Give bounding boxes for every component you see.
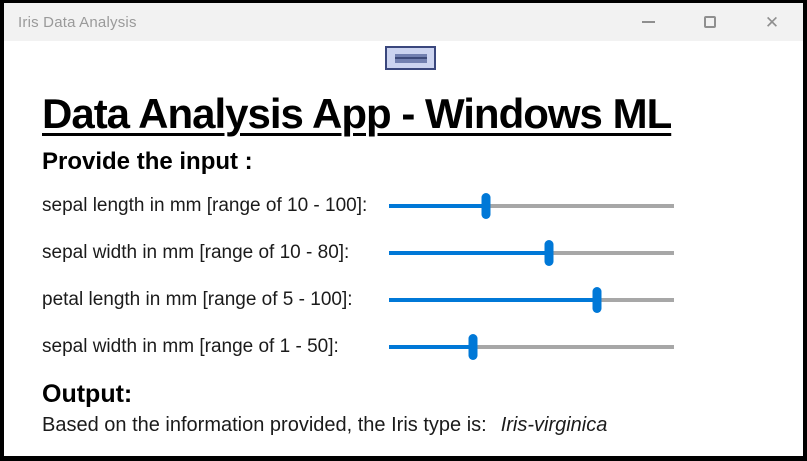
output-result-line: Based on the information provided, the I… — [42, 414, 765, 437]
slider-fill — [389, 250, 549, 255]
output-section-heading: Output: — [42, 380, 133, 409]
slider-label: sepal width in mm [range of 1 - 50]: — [42, 335, 339, 357]
drag-handle-button[interactable] — [385, 46, 436, 70]
minimize-icon — [641, 21, 655, 23]
output-result-prefix: Based on the information provided, the I… — [42, 414, 487, 437]
sepal-width-slider[interactable] — [389, 239, 674, 266]
slider-label: sepal length in mm [range of 10 - 100]: — [42, 194, 368, 216]
minimize-button[interactable] — [617, 3, 679, 41]
window-controls: ✕ — [617, 3, 803, 41]
maximize-button[interactable] — [679, 3, 741, 41]
slider-row-petal-length: petal length in mm [range of 5 - 100]: — [42, 276, 765, 323]
slider-thumb[interactable] — [592, 286, 602, 313]
title-bar[interactable]: Iris Data Analysis ✕ — [4, 3, 803, 41]
slider-track[interactable] — [389, 203, 674, 208]
slider-fill — [389, 297, 598, 302]
page-title: Data Analysis App - Windows ML — [42, 90, 672, 137]
slider-label: sepal width in mm [range of 10 - 80]: — [42, 241, 350, 263]
slider-rows: sepal length in mm [range of 10 - 100]: … — [42, 182, 765, 370]
slider-fill — [389, 344, 474, 349]
window-title: Iris Data Analysis — [18, 13, 137, 31]
slider-thumb[interactable] — [468, 333, 478, 360]
petal-length-slider[interactable] — [389, 286, 674, 313]
slider-thumb[interactable] — [481, 192, 491, 219]
slider-label: petal length in mm [range of 5 - 100]: — [42, 288, 353, 310]
sepal-length-slider[interactable] — [389, 192, 674, 219]
slider-row-sepal-length: sepal length in mm [range of 10 - 100]: — [42, 182, 765, 229]
drag-handle-icon — [394, 53, 427, 63]
main-content: Data Analysis App - Windows ML Provide t… — [4, 90, 803, 437]
maximize-icon — [704, 16, 716, 28]
slider-row-sepal-width: sepal width in mm [range of 10 - 80]: — [42, 229, 765, 276]
petal-width-slider[interactable] — [389, 333, 674, 360]
slider-fill — [389, 203, 486, 208]
close-button[interactable]: ✕ — [741, 3, 803, 41]
output-result-value: Iris-virginica — [500, 414, 608, 437]
slider-row-petal-width: sepal width in mm [range of 1 - 50]: — [42, 323, 765, 370]
slider-thumb[interactable] — [544, 239, 554, 266]
close-icon: ✕ — [764, 12, 780, 32]
input-section-heading: Provide the input : — [42, 148, 253, 176]
slider-track[interactable] — [389, 344, 674, 349]
